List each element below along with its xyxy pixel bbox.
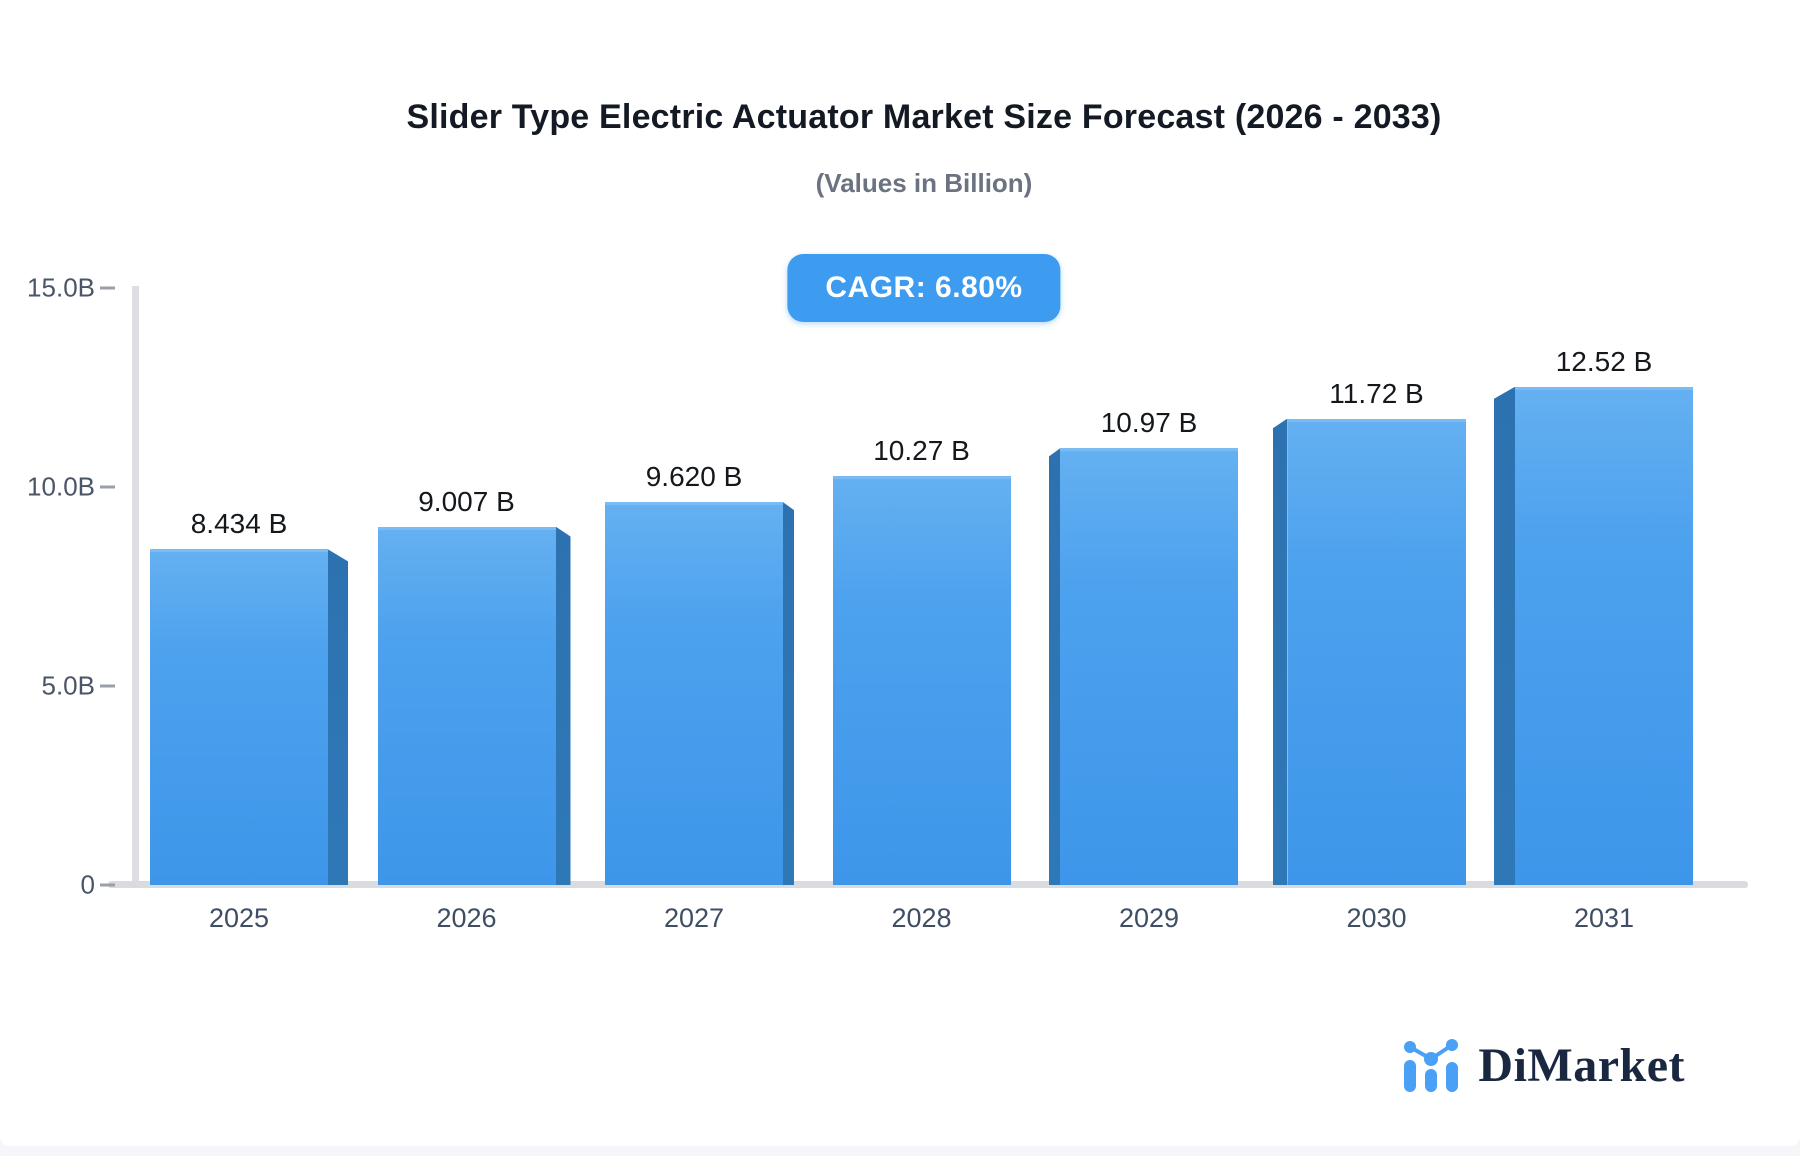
x-axis-label-2025: 2025 — [208, 903, 270, 933]
bar-3d-side-2029 — [1049, 448, 1060, 885]
bar-3d-side-2025 — [328, 549, 348, 885]
bar-value-label: 10.97 B — [1100, 407, 1198, 439]
bar-2028[interactable] — [832, 476, 1011, 885]
bar-2030[interactable] — [1287, 418, 1466, 885]
y-axis-tick-mark — [100, 286, 115, 290]
cagr-badge: CAGR: 6.80% — [787, 254, 1061, 322]
bar-2026[interactable] — [377, 526, 556, 885]
y-axis-tick-mark — [100, 684, 115, 688]
bar-value-label: 8.434 B — [190, 508, 288, 540]
bar-2029[interactable] — [1060, 448, 1238, 885]
y-axis-tick-label: 5.0B — [41, 670, 96, 701]
x-axis-label-2027: 2027 — [663, 903, 725, 933]
y-axis-tick-mark — [100, 485, 115, 489]
y-axis-tick-label: 10.0B — [27, 471, 95, 502]
bar-value-label: 9.007 B — [418, 485, 515, 517]
bar-value-label: 9.620 B — [645, 461, 743, 493]
x-axis-label-2026: 2026 — [436, 903, 497, 933]
bar-3d-side-2030 — [1272, 418, 1288, 885]
bar-2025[interactable] — [150, 549, 328, 885]
chart-subtitle: (Values in Billion) — [815, 168, 1033, 198]
y-axis-tick-label: 0 — [80, 869, 95, 900]
bar-chart-logo-icon — [1404, 1039, 1459, 1092]
bar-2031[interactable] — [1515, 386, 1693, 885]
bar-3d-side-2027 — [783, 502, 794, 885]
bar-2027[interactable] — [605, 502, 783, 885]
bar-value-label: 11.72 B — [1329, 377, 1424, 409]
y-axis-tick-mark — [100, 883, 115, 887]
x-axis-label-2031: 2031 — [1573, 903, 1635, 933]
bar-3d-side-2031 — [1494, 386, 1515, 885]
y-axis-tick-label: 15.0B — [27, 272, 95, 303]
y-axis-line — [132, 286, 139, 887]
brand-logo-text: DiMarket — [1478, 1038, 1685, 1092]
bar-3d-side-2026 — [555, 526, 571, 885]
brand-logo: DiMarket — [1400, 1036, 1685, 1094]
bar-value-label: 10.27 B — [873, 435, 970, 467]
x-axis-label-2030: 2030 — [1346, 903, 1407, 933]
x-axis-label-2028: 2028 — [891, 903, 952, 933]
page-title: Slider Type Electric Actuator Market Siz… — [406, 98, 1442, 136]
bar-value-label: 12.52 B — [1555, 345, 1653, 377]
cagr-badge-label: CAGR: 6.80% — [825, 271, 1023, 304]
x-axis-label-2029: 2029 — [1118, 903, 1180, 933]
